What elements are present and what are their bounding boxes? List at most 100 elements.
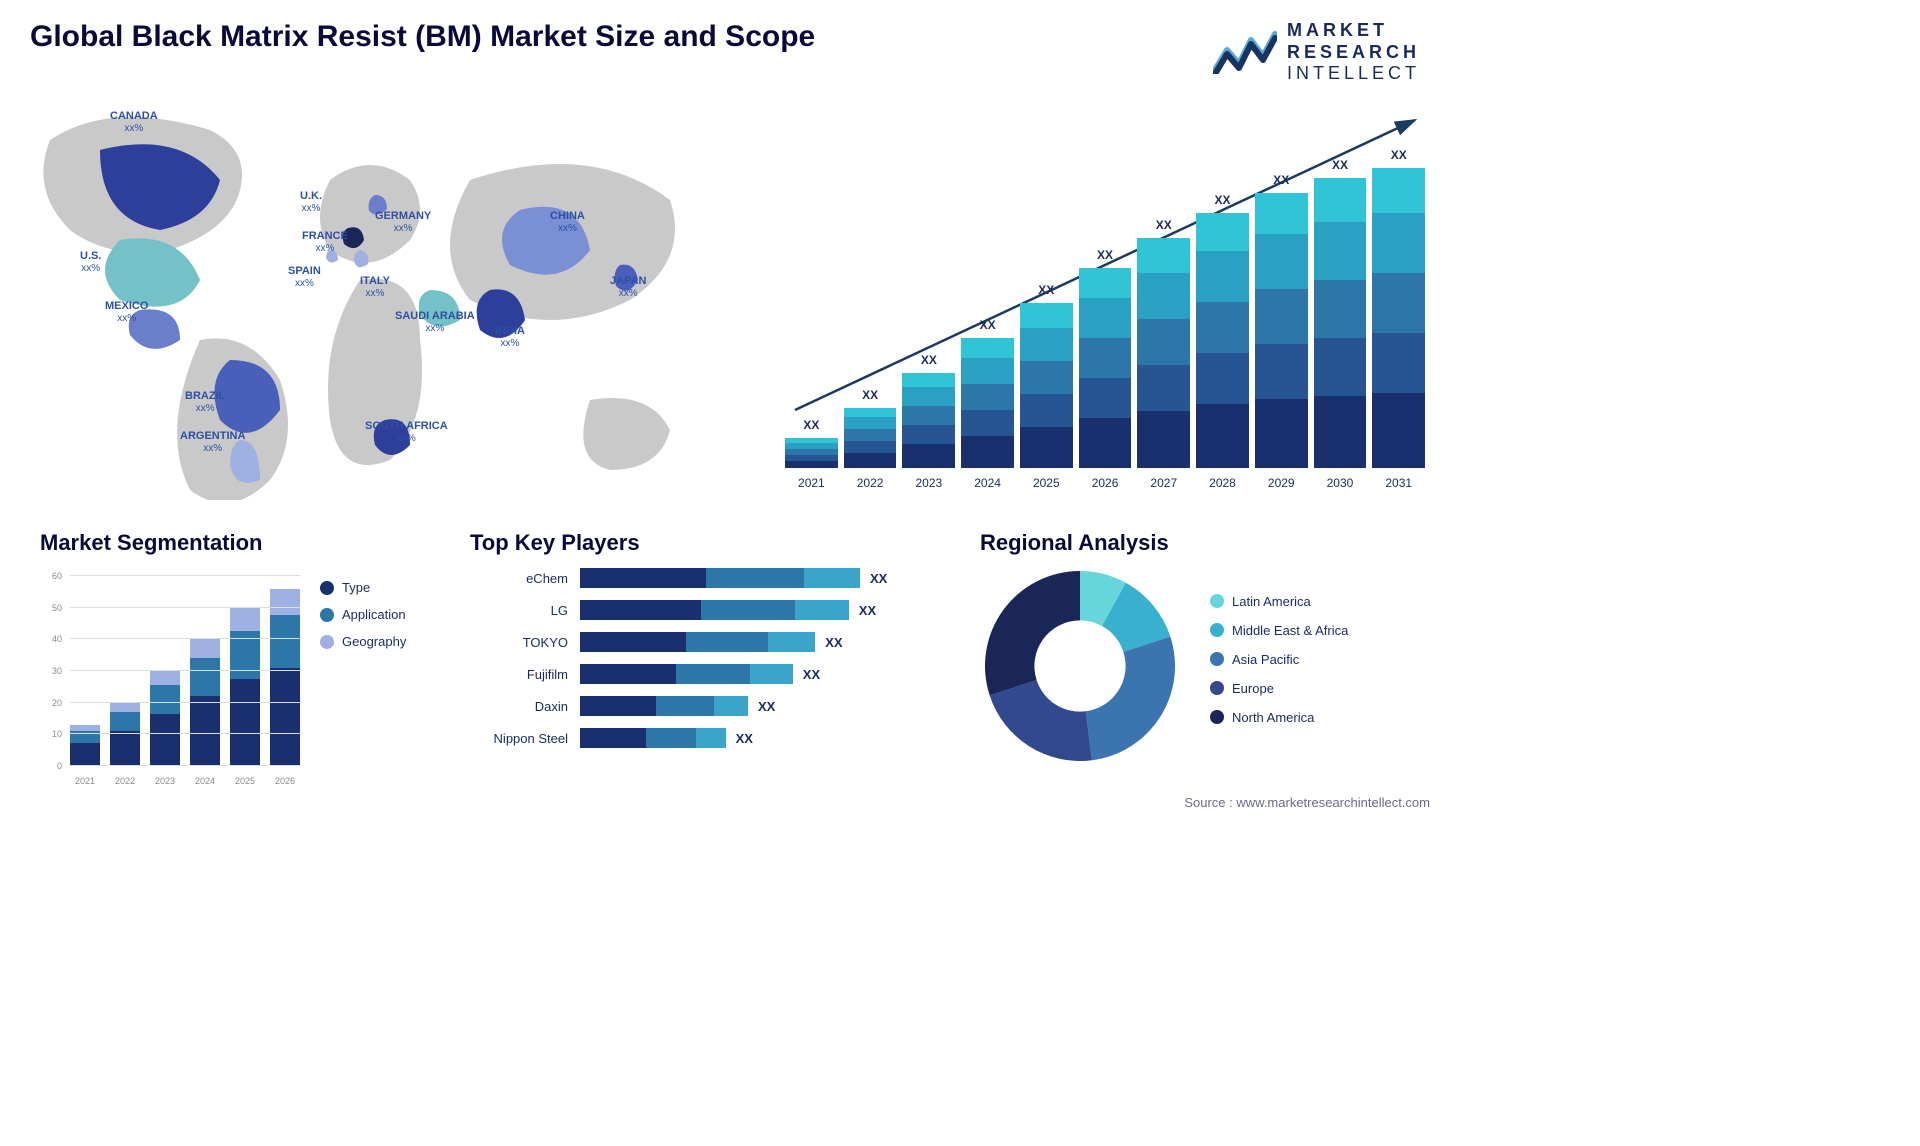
growth-bar: XX	[1079, 268, 1132, 468]
player-value: XX	[736, 731, 753, 746]
growth-bar: XX	[785, 438, 838, 468]
players-section: Top Key Players eChemXXLGXXTOKYOXXFujifi…	[470, 530, 940, 758]
player-value: XX	[758, 699, 775, 714]
player-value: XX	[859, 603, 876, 618]
logo-line3: INTELLECT	[1287, 63, 1420, 85]
regional-title: Regional Analysis	[980, 530, 1420, 556]
seg-bar	[230, 608, 260, 766]
growth-bar: XX	[1196, 213, 1249, 468]
segmentation-bars	[70, 576, 300, 766]
seg-bar	[150, 671, 180, 766]
growth-bar-value: XX	[1020, 283, 1073, 297]
segmentation-yaxis: 0102030405060	[40, 576, 66, 766]
players-chart: eChemXXLGXXTOKYOXXFujifilmXXDaxinXXNippo…	[470, 566, 940, 750]
seg-bar	[270, 589, 300, 766]
growth-xaxis-label: 2021	[785, 476, 838, 490]
segmentation-chart: 0102030405060 202120222023202420252026	[40, 566, 300, 786]
growth-bar: XX	[961, 338, 1014, 468]
seg-legend-item: Application	[320, 607, 406, 622]
map-label-saudiarabia: SAUDI ARABIAxx%	[395, 310, 475, 335]
growth-xaxis: 2021202220232024202520262027202820292030…	[785, 476, 1425, 490]
seg-ytick: 20	[52, 698, 62, 708]
growth-xaxis-label: 2023	[902, 476, 955, 490]
growth-bar: XX	[1020, 303, 1073, 468]
regional-section: Regional Analysis Latin AmericaMiddle Ea…	[980, 530, 1420, 766]
growth-bar: XX	[902, 373, 955, 468]
player-value: XX	[870, 571, 887, 586]
player-bar	[580, 728, 726, 748]
player-row: TOKYO XX	[470, 630, 940, 654]
growth-bar-value: XX	[1196, 193, 1249, 207]
seg-ytick: 30	[52, 666, 62, 676]
map-label-us: U.S.xx%	[80, 250, 101, 275]
seg-xaxis-label: 2022	[110, 776, 140, 786]
seg-legend-item: Geography	[320, 634, 406, 649]
growth-bar: XX	[1314, 178, 1367, 468]
seg-xaxis-label: 2026	[270, 776, 300, 786]
segmentation-legend: Type Application Geography	[320, 580, 406, 661]
logo-line1: MARKET	[1287, 20, 1420, 42]
player-value: XX	[803, 667, 820, 682]
segmentation-section: Market Segmentation 0102030405060 202120…	[40, 530, 420, 786]
map-label-mexico: MEXICOxx%	[105, 300, 148, 325]
player-value: XX	[825, 635, 842, 650]
growth-xaxis-label: 2028	[1196, 476, 1249, 490]
page-title: Global Black Matrix Resist (BM) Market S…	[30, 20, 815, 54]
map-label-france: FRANCExx%	[302, 230, 348, 255]
growth-bar-value: XX	[1137, 218, 1190, 232]
growth-xaxis-label: 2025	[1020, 476, 1073, 490]
growth-xaxis-label: 2024	[961, 476, 1014, 490]
seg-bar	[70, 725, 100, 766]
player-label: TOKYO	[470, 635, 580, 650]
growth-bar: XX	[1372, 168, 1425, 468]
growth-xaxis-label: 2027	[1137, 476, 1190, 490]
map-label-brazil: BRAZILxx%	[185, 390, 225, 415]
player-bar	[580, 696, 748, 716]
brand-logo: MARKET RESEARCH INTELLECT	[1213, 20, 1420, 85]
growth-bar-value: XX	[844, 388, 897, 402]
seg-ytick: 0	[57, 761, 62, 771]
segmentation-xaxis: 202120222023202420252026	[70, 776, 300, 786]
seg-xaxis-label: 2023	[150, 776, 180, 786]
growth-bar: XX	[1137, 238, 1190, 468]
region-legend-item: Asia Pacific	[1210, 652, 1348, 667]
world-map: CANADAxx%U.S.xx%MEXICOxx%BRAZILxx%ARGENT…	[30, 100, 710, 500]
seg-ytick: 10	[52, 729, 62, 739]
seg-ytick: 40	[52, 634, 62, 644]
map-label-canada: CANADAxx%	[110, 110, 158, 135]
donut-slice	[985, 571, 1080, 695]
source-credit: Source : www.marketresearchintellect.com	[1184, 795, 1430, 810]
segmentation-title: Market Segmentation	[40, 530, 420, 556]
growth-bar-value: XX	[961, 318, 1014, 332]
player-row: DaxinXX	[470, 694, 940, 718]
players-title: Top Key Players	[470, 530, 940, 556]
donut-slice	[990, 680, 1092, 761]
growth-bar-value: XX	[1079, 248, 1132, 262]
seg-xaxis-label: 2025	[230, 776, 260, 786]
growth-xaxis-label: 2030	[1314, 476, 1367, 490]
growth-bar: XX	[844, 408, 897, 468]
map-label-germany: GERMANYxx%	[375, 210, 431, 235]
seg-legend-item: Type	[320, 580, 406, 595]
seg-ytick: 60	[52, 571, 62, 581]
region-legend-item: North America	[1210, 710, 1348, 725]
growth-bar-value: XX	[785, 418, 838, 432]
player-label: Nippon Steel	[470, 731, 580, 746]
map-label-uk: U.K.xx%	[300, 190, 322, 215]
player-row: LG XX	[470, 598, 940, 622]
map-label-italy: ITALYxx%	[360, 275, 390, 300]
seg-xaxis-label: 2021	[70, 776, 100, 786]
logo-text: MARKET RESEARCH INTELLECT	[1287, 20, 1420, 85]
growth-xaxis-label: 2031	[1372, 476, 1425, 490]
map-label-southafrica: SOUTH AFRICAxx%	[365, 420, 448, 445]
logo-mark-icon	[1213, 30, 1277, 74]
growth-bar: XX	[1255, 193, 1308, 468]
map-label-china: CHINAxx%	[550, 210, 585, 235]
player-bar	[580, 568, 860, 588]
map-label-india: INDIAxx%	[495, 325, 525, 350]
growth-bar-value: XX	[1314, 158, 1367, 172]
player-label: LG	[470, 603, 580, 618]
player-bar	[580, 632, 815, 652]
player-label: eChem	[470, 571, 580, 586]
region-legend-item: Latin America	[1210, 594, 1348, 609]
